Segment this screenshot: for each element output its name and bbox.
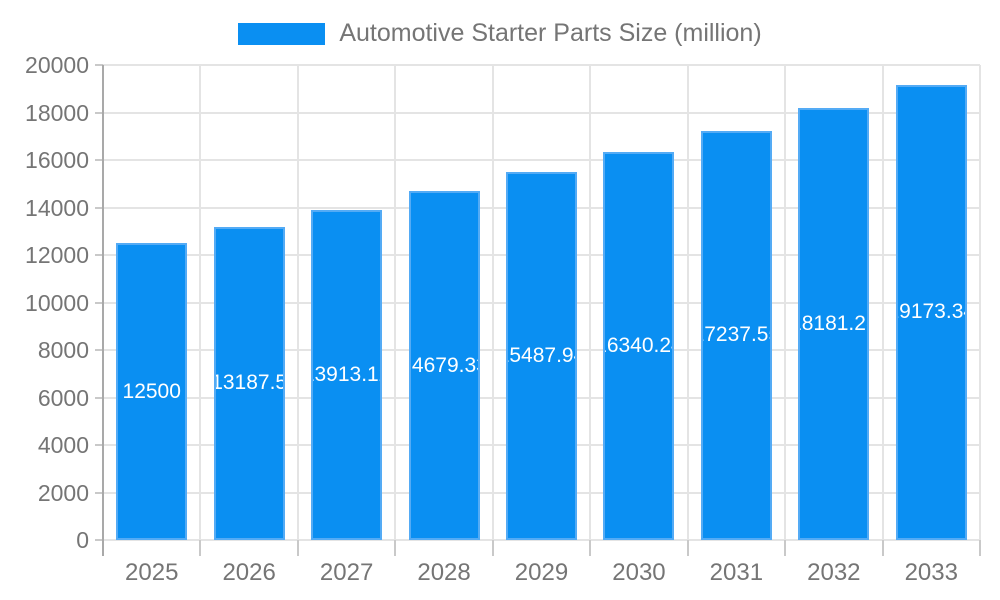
x-axis-tick-mark — [296, 540, 299, 556]
bar-2030[interactable]: 16340.24 — [603, 151, 675, 540]
x-axis-tick-mark — [881, 540, 884, 556]
y-axis-tick-label: 0 — [76, 527, 89, 553]
gridline-vertical — [296, 65, 299, 540]
gridline-vertical — [394, 65, 397, 540]
bar-value-label: 12500 — [122, 379, 181, 403]
bar-value-label: 15487.94 — [508, 344, 575, 368]
y-axis-tick-mark — [95, 444, 103, 446]
y-axis-tick-mark — [95, 159, 103, 161]
bar-2033[interactable]: 19173.34 — [895, 84, 967, 540]
legend-item[interactable]: Automotive Starter Parts Size (million) — [238, 19, 762, 48]
gridline-horizontal — [103, 539, 980, 541]
gridline-vertical — [491, 65, 494, 540]
y-axis-tick-label: 10000 — [25, 289, 89, 316]
gridline-vertical — [881, 65, 884, 540]
x-axis-tick-label: 2027 — [319, 559, 374, 586]
bar-2031[interactable]: 17237.55 — [700, 130, 772, 540]
y-axis-tick-mark — [95, 254, 103, 256]
y-axis-tick-mark — [95, 301, 103, 304]
x-axis-tick-mark — [491, 540, 494, 556]
bar-2027[interactable]: 13913.12 — [311, 209, 383, 540]
bar-value-label: 18181.28 — [800, 312, 867, 336]
bar-value-label: 19173.34 — [898, 300, 965, 324]
x-axis-tick-label: 2025 — [125, 559, 179, 586]
y-axis-tick-mark — [95, 206, 103, 209]
x-axis-tick-mark — [784, 540, 787, 556]
gridline-vertical — [589, 65, 592, 540]
x-axis-tick-label: 2032 — [807, 559, 861, 586]
y-axis-tick-label: 2000 — [37, 479, 89, 506]
y-axis-tick-mark — [95, 491, 103, 494]
chart-title: Automotive Starter Parts Size (million) — [339, 19, 762, 47]
bar-value-label: 13187.5 — [213, 371, 285, 395]
x-axis-tick-label: 2029 — [514, 559, 569, 586]
x-axis-tick-label: 2028 — [417, 559, 471, 586]
x-axis-tick-mark — [979, 540, 981, 556]
y-axis-tick-label: 20000 — [25, 52, 89, 78]
gridline-vertical — [979, 65, 981, 540]
gridline-vertical — [784, 65, 787, 540]
y-axis-tick-label: 4000 — [37, 432, 89, 458]
legend-swatch — [238, 22, 326, 45]
bar-2029[interactable]: 15487.94 — [506, 172, 577, 540]
gridline-horizontal — [103, 111, 980, 114]
gridline-horizontal — [103, 64, 980, 66]
gridline-horizontal — [103, 159, 980, 161]
x-axis-tick-label: 2033 — [904, 559, 958, 586]
bar-2032[interactable]: 18181.28 — [798, 108, 870, 540]
bar-2026[interactable]: 13187.5 — [213, 226, 285, 540]
y-axis-tick-label: 8000 — [37, 337, 89, 363]
bar-value-label: 13913.12 — [313, 362, 380, 386]
y-axis-tick-label: 18000 — [25, 99, 89, 126]
y-axis-tick-label: 16000 — [25, 147, 89, 173]
x-axis-tick-mark — [589, 540, 592, 556]
x-axis-tick-mark — [199, 540, 202, 556]
y-axis-tick-mark — [95, 539, 103, 541]
gridline-vertical — [686, 65, 689, 540]
bar-2025[interactable]: 12500 — [116, 243, 188, 540]
gridline-vertical — [199, 65, 202, 540]
y-axis-tick-mark — [95, 349, 103, 351]
legend: Automotive Starter Parts Size (million) — [0, 19, 1000, 48]
x-axis-tick-label: 2031 — [709, 559, 764, 586]
y-axis-tick-label: 6000 — [37, 384, 89, 411]
y-axis-tick-mark — [95, 396, 103, 399]
x-axis-tick-mark — [394, 540, 397, 556]
x-axis-tick-label: 2026 — [222, 559, 276, 586]
x-axis-tick-label: 2030 — [612, 559, 666, 586]
bar-value-label: 16340.24 — [605, 333, 672, 357]
y-axis-tick-mark — [95, 64, 103, 66]
bar-value-label: 17237.55 — [703, 323, 770, 347]
y-axis-line — [102, 65, 104, 556]
y-axis-tick-mark — [95, 111, 103, 114]
x-axis-tick-mark — [686, 540, 689, 556]
y-axis-tick-label: 12000 — [25, 242, 89, 268]
y-axis-tick-label: 14000 — [25, 194, 89, 221]
